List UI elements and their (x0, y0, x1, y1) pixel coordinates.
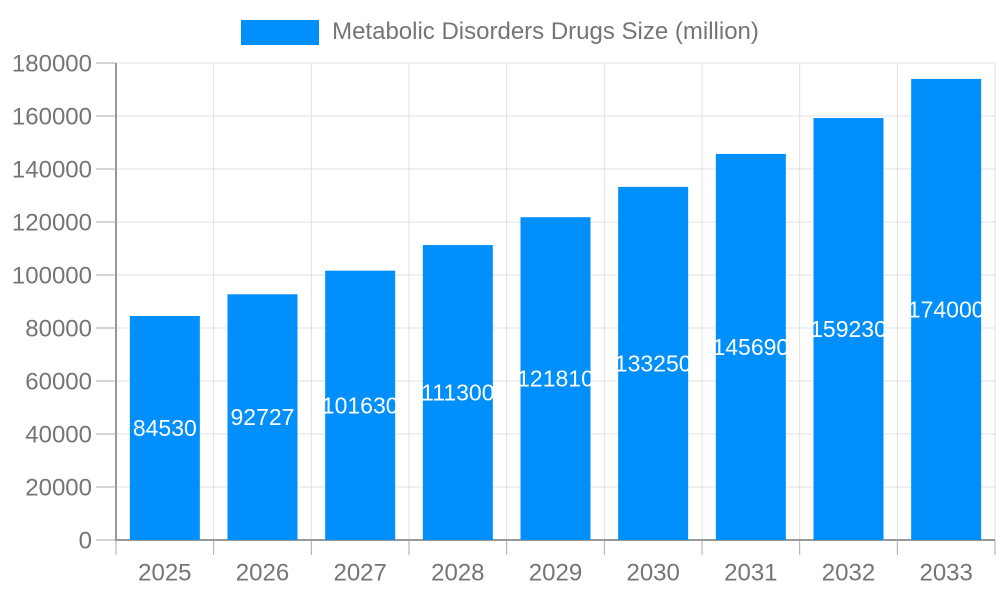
y-axis-label: 140000 (12, 156, 92, 183)
bar-2030[interactable] (618, 186, 689, 540)
y-axis-label: 0 (79, 527, 92, 554)
bar-value-label: 121810 (517, 366, 594, 392)
bar-value-label: 145690 (712, 334, 789, 360)
bar-2031[interactable] (715, 153, 786, 540)
bar-2026[interactable] (227, 294, 298, 540)
bar-value-label: 133250 (615, 350, 692, 376)
bar-2028[interactable] (422, 245, 493, 540)
bar-value-label: 159230 (810, 316, 887, 342)
legend-label: Metabolic Disorders Drugs Size (million) (332, 18, 759, 45)
y-axis-label: 40000 (25, 421, 92, 448)
y-axis-label: 20000 (25, 474, 92, 501)
bar-2025[interactable] (129, 315, 200, 540)
y-axis-label: 80000 (25, 315, 92, 342)
x-axis-label: 2028 (431, 559, 484, 586)
y-axis-label: 160000 (12, 103, 92, 130)
bar-2033[interactable] (911, 78, 982, 541)
x-axis-label: 2031 (724, 559, 777, 586)
x-axis-label: 2033 (919, 559, 972, 586)
x-axis-label: 2025 (138, 559, 191, 586)
bar-2032[interactable] (813, 118, 884, 540)
bar-2029[interactable] (520, 217, 591, 541)
x-axis-label: 2026 (236, 559, 289, 586)
x-axis-label: 2030 (626, 559, 679, 586)
y-axis-label: 60000 (25, 368, 92, 395)
bar-2027[interactable] (325, 270, 396, 540)
x-axis-label: 2032 (822, 559, 875, 586)
bar-value-label: 92727 (231, 404, 295, 430)
legend-swatch (241, 19, 320, 45)
y-axis-label: 180000 (12, 50, 92, 77)
x-axis-label: 2029 (529, 559, 582, 586)
y-axis-label: 100000 (12, 262, 92, 289)
bar-value-label: 84530 (133, 415, 197, 441)
bar-value-label: 111300 (421, 380, 494, 406)
bar-value-label: 174000 (908, 297, 985, 323)
legend[interactable]: Metabolic Disorders Drugs Size (million) (0, 19, 1000, 45)
bar-value-label: 101630 (322, 392, 399, 418)
y-axis-label: 120000 (12, 209, 92, 236)
x-axis-label: 2027 (333, 559, 386, 586)
